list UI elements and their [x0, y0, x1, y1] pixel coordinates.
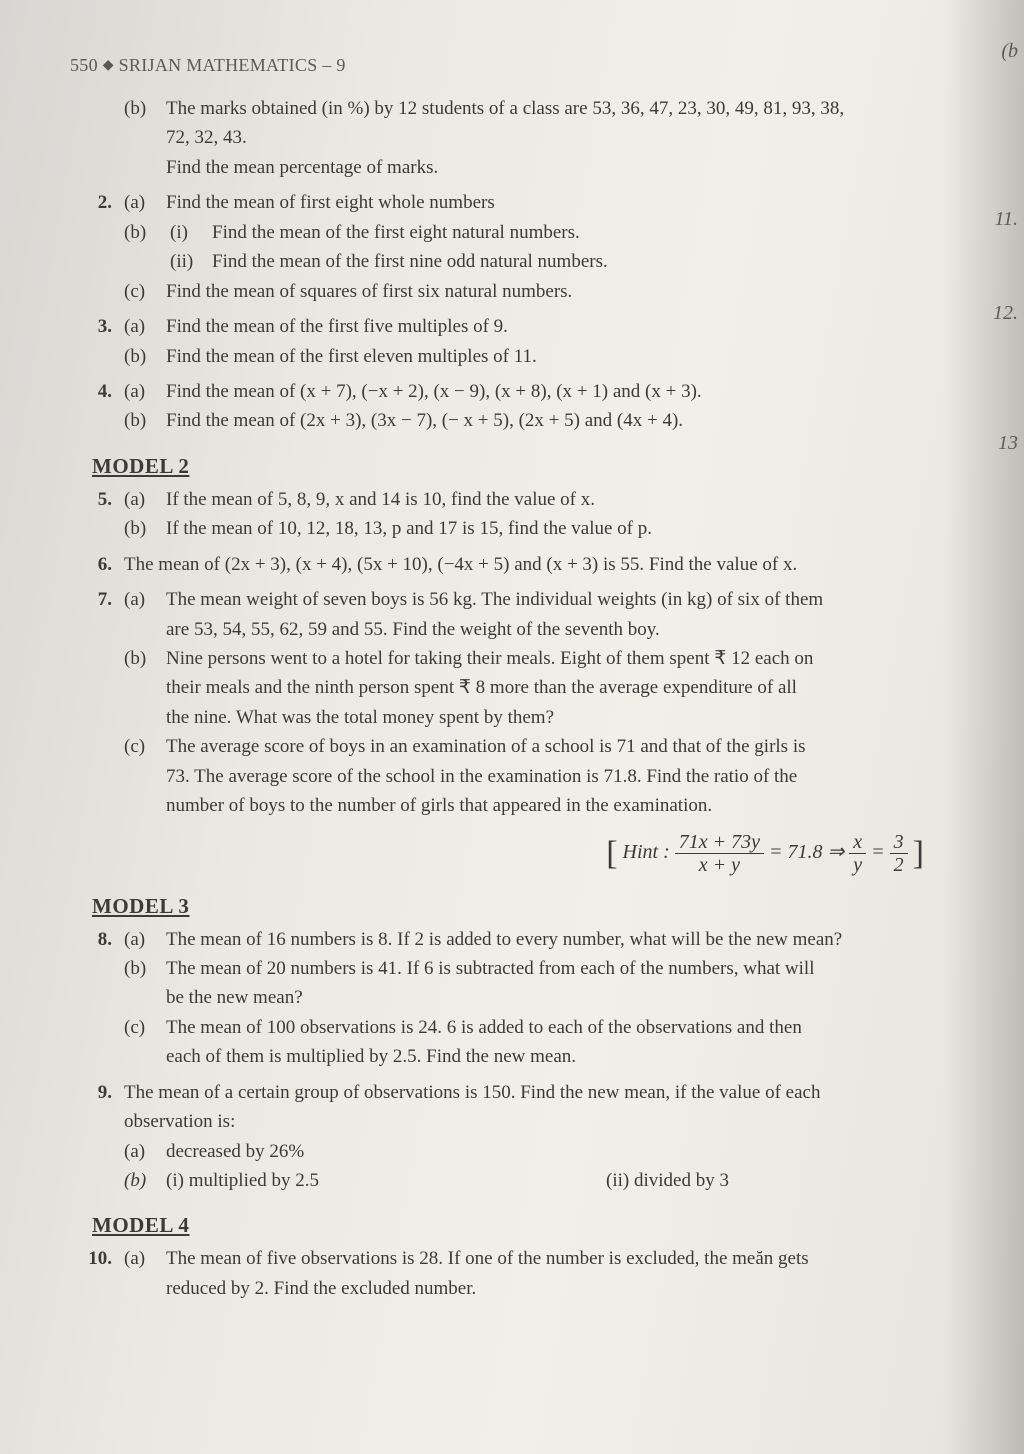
q8c-sub: (c)	[120, 1013, 166, 1042]
diamond-icon: ◆	[103, 58, 114, 73]
q2b-sub: (b)	[120, 218, 166, 247]
q3: 3. (a) Find the mean of the first five m…	[70, 312, 984, 371]
q9bi-r: (i)	[166, 1170, 184, 1191]
q4: 4. (a) Find the mean of (x + 7), (−x + 2…	[70, 377, 984, 436]
q1b-l1: The marks obtained (in %) by 12 students…	[166, 94, 984, 123]
q2c-text: Find the mean of squares of first six na…	[166, 277, 984, 306]
q7: 7. (a) The mean weight of seven boys is …	[70, 585, 984, 821]
hint-eq2: =	[871, 841, 885, 863]
q7c-sub: (c)	[120, 732, 166, 761]
q9: 9. The mean of a certain group of observ…	[70, 1078, 984, 1196]
q1b-l3: Find the mean percentage of marks.	[166, 153, 984, 182]
q8b-sub: (b)	[120, 954, 166, 983]
q5-num: 5.	[70, 485, 120, 514]
q4a-text: Find the mean of (x + 7), (−x + 2), (x −…	[166, 377, 984, 406]
q6-text: The mean of (2x + 3), (x + 4), (5x + 10)…	[124, 550, 984, 579]
q4b-sub: (b)	[120, 406, 166, 435]
margin-b: (b	[1001, 40, 1018, 63]
q9bii-r: (ii)	[606, 1170, 629, 1191]
q2bii-r: (ii)	[166, 247, 212, 276]
q10a-l2: reduced by 2. Find the excluded number.	[166, 1274, 984, 1303]
q2c-sub: (c)	[120, 277, 166, 306]
q8c-l2: each of them is multiplied by 2.5. Find …	[166, 1042, 984, 1071]
q7c-l3: number of boys to the number of girls th…	[166, 791, 984, 820]
q9b-sub: (b)	[120, 1166, 166, 1195]
q7c-l1: The average score of boys in an examinat…	[166, 732, 984, 761]
margin-13: 13	[998, 432, 1018, 455]
q10: 10. (a) The mean of five observations is…	[70, 1244, 984, 1303]
q5a-text: If the mean of 5, 8, 9, x and 14 is 10, …	[166, 485, 984, 514]
q7a-l2: are 53, 54, 55, 62, 59 and 55. Find the …	[166, 615, 984, 644]
q9a-sub: (a)	[120, 1137, 166, 1166]
q2bii-text: Find the mean of the first nine odd natu…	[212, 247, 984, 276]
q3a-text: Find the mean of the first five multiple…	[166, 312, 984, 341]
q3b-sub: (b)	[120, 342, 166, 371]
q7b-l3: the nine. What was the total money spent…	[166, 703, 984, 732]
q9-l1: The mean of a certain group of observati…	[124, 1078, 984, 1107]
book-title: SRIJAN MATHEMATICS – 9	[119, 55, 346, 75]
q6: 6. The mean of (2x + 3), (x + 4), (5x + …	[70, 550, 984, 579]
q9-num: 9.	[70, 1078, 120, 1107]
hint-frac3: 3 2	[890, 831, 908, 876]
model-2-heading: MODEL 2	[92, 454, 984, 479]
page-header: 550 ◆ SRIJAN MATHEMATICS – 9	[70, 55, 984, 76]
q3b-text: Find the mean of the first eleven multip…	[166, 342, 984, 371]
q8: 8. (a) The mean of 16 numbers is 8. If 2…	[70, 925, 984, 1072]
page-number: 550	[70, 55, 98, 75]
q2a-sub: (a)	[120, 188, 166, 217]
q9bi-text: multiplied by 2.5	[189, 1170, 319, 1191]
q8a-sub: (a)	[120, 925, 166, 954]
q7c-l2: 73. The average score of the school in t…	[166, 762, 984, 791]
hint-frac2: x y	[849, 831, 866, 876]
q1b: (b) The marks obtained (in %) by 12 stud…	[70, 94, 984, 182]
hint-eq1: = 71.8 ⇒	[769, 841, 844, 863]
q2: 2. (a) Find the mean of first eight whol…	[70, 188, 984, 306]
q7b-l1: Nine persons went to a hotel for taking …	[166, 644, 984, 673]
q6-num: 6.	[70, 550, 120, 579]
model-4-heading: MODEL 4	[92, 1213, 984, 1238]
q7-num: 7.	[70, 585, 120, 614]
q5: 5. (a) If the mean of 5, 8, 9, x and 14 …	[70, 485, 984, 544]
q7a-l1: The mean weight of seven boys is 56 kg. …	[166, 585, 984, 614]
q7b-sub: (b)	[120, 644, 166, 673]
q5b-sub: (b)	[120, 514, 166, 543]
q7b-l2: their meals and the ninth person spent ₹…	[166, 673, 984, 702]
q10a-l1: The mean of five observations is 28. If …	[166, 1244, 984, 1273]
q9-l2: observation is:	[124, 1107, 984, 1136]
q8b-l1: The mean of 20 numbers is 41. If 6 is su…	[166, 954, 984, 983]
hint-box: [ Hint : 71x + 73y x + y = 71.8 ⇒ x y = …	[70, 829, 984, 876]
q7a-sub: (a)	[120, 585, 166, 614]
q8c-l1: The mean of 100 observations is 24. 6 is…	[166, 1013, 984, 1042]
q9a-text: decreased by 26%	[166, 1137, 984, 1166]
q5a-sub: (a)	[120, 485, 166, 514]
q8-num: 8.	[70, 925, 120, 954]
q4-num: 4.	[70, 377, 120, 406]
q4b-text: Find the mean of (2x + 3), (3x − 7), (− …	[166, 406, 984, 435]
hint-label: Hint :	[623, 841, 670, 863]
model-3-heading: MODEL 3	[92, 894, 984, 919]
q3a-sub: (a)	[120, 312, 166, 341]
q5b-text: If the mean of 10, 12, 18, 13, p and 17 …	[166, 514, 984, 543]
q9bii-text: divided by 3	[634, 1170, 729, 1191]
q3-num: 3.	[70, 312, 120, 341]
q10a-sub: (a)	[120, 1244, 166, 1273]
hint-frac1: 71x + 73y x + y	[675, 831, 764, 876]
page: (b 11. 12. 13 550 ◆ SRIJAN MATHEMATICS –…	[0, 0, 1024, 1454]
q1b-l2: 72, 32, 43.	[166, 123, 984, 152]
q2bi-text: Find the mean of the first eight natural…	[212, 218, 984, 247]
q8b-l2: be the new mean?	[166, 983, 984, 1012]
margin-11: 11.	[994, 208, 1018, 231]
q10-num: 10.	[70, 1244, 120, 1273]
margin-12: 12.	[993, 302, 1018, 325]
q1b-sub: (b)	[120, 94, 166, 123]
q2-num: 2.	[70, 188, 120, 217]
q8a-text: The mean of 16 numbers is 8. If 2 is add…	[166, 925, 984, 954]
q4a-sub: (a)	[120, 377, 166, 406]
q2bi-r: (i)	[166, 218, 212, 247]
q2a-text: Find the mean of first eight whole numbe…	[166, 188, 984, 217]
